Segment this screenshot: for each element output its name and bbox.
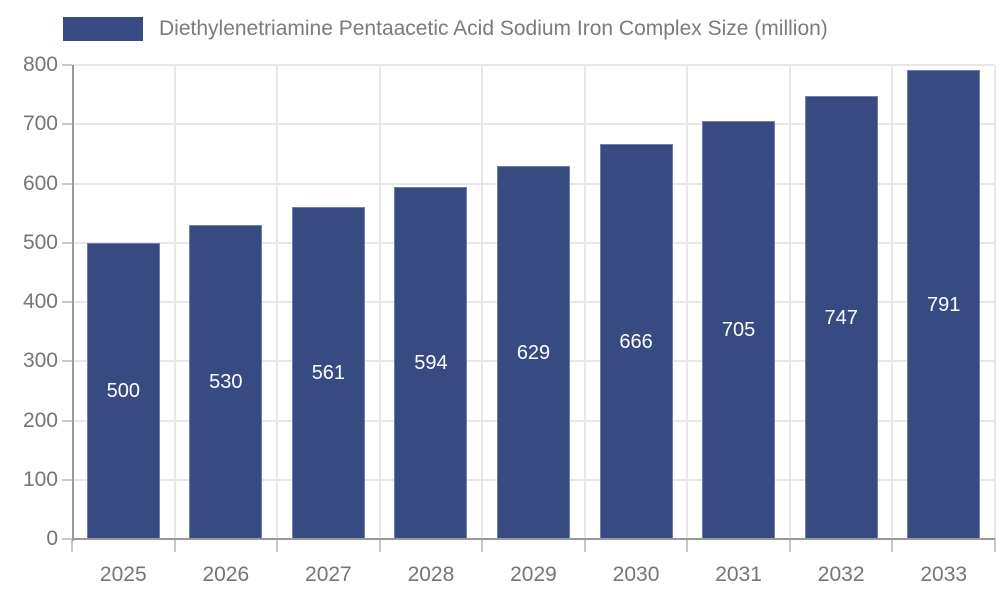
x-axis-tick — [686, 539, 689, 552]
y-tick-label: 600 — [22, 171, 58, 195]
x-tick-label: 2031 — [715, 563, 762, 586]
y-axis-tick — [62, 123, 72, 126]
x-axis-tick — [891, 539, 894, 552]
v-gridline — [378, 65, 381, 539]
chart-legend[interactable]: Diethylenetriamine Pentaacetic Acid Sodi… — [63, 13, 828, 45]
x-tick-label: 2032 — [817, 563, 865, 586]
x-axis-tick — [583, 539, 586, 552]
legend-swatch-icon — [63, 17, 143, 41]
x-axis-tick — [276, 539, 279, 552]
bar: 530 — [189, 224, 263, 539]
v-gridline — [173, 65, 176, 539]
y-axis-tick — [62, 301, 72, 303]
x-tick-label: 2029 — [510, 563, 557, 586]
bar-value-label: 791 — [927, 293, 961, 316]
bar: 791 — [907, 70, 981, 539]
x-axis-tick — [173, 539, 176, 552]
v-gridline — [994, 65, 996, 539]
y-axis-tick — [62, 478, 72, 481]
y-axis-line — [72, 65, 74, 541]
y-axis-tick — [62, 419, 72, 422]
y-tick-label: 100 — [22, 467, 58, 491]
x-axis-tick — [378, 539, 381, 552]
y-tick-label: 400 — [22, 290, 58, 313]
y-axis-tick — [62, 538, 72, 540]
bar-value-label: 561 — [311, 361, 346, 384]
x-axis-tick — [788, 539, 791, 552]
x-axis-tick — [71, 539, 73, 552]
y-tick-label: 800 — [22, 53, 58, 76]
bar-value-label: 629 — [516, 341, 551, 364]
bar: 629 — [497, 166, 570, 539]
v-gridline — [891, 65, 894, 539]
x-tick-label: 2030 — [612, 563, 660, 586]
y-axis-tick — [62, 182, 72, 185]
v-gridline — [276, 65, 279, 539]
x-tick-label: 2033 — [920, 563, 968, 586]
y-axis-tick — [62, 360, 72, 363]
bar: 594 — [394, 187, 468, 539]
bar-value-label: 705 — [721, 319, 756, 342]
y-tick-label: 300 — [22, 349, 58, 373]
y-axis-tick — [62, 64, 72, 66]
bar-value-label: 530 — [209, 370, 243, 393]
x-tick-label: 2025 — [99, 563, 147, 586]
bar: 500 — [86, 242, 160, 539]
bar: 747 — [804, 96, 878, 539]
x-tick-label: 2028 — [407, 563, 455, 586]
h-gridline — [72, 64, 995, 66]
x-axis-tick — [481, 539, 484, 552]
v-gridline — [583, 65, 586, 539]
legend-label: Diethylenetriamine Pentaacetic Acid Sodi… — [159, 17, 828, 40]
bar-value-label: 747 — [824, 306, 858, 329]
bar-value-label: 594 — [414, 352, 448, 375]
v-gridline — [686, 65, 689, 539]
bar: 666 — [599, 144, 673, 539]
y-tick-label: 200 — [22, 408, 58, 432]
bar-value-label: 500 — [106, 379, 140, 402]
h-gridline — [72, 123, 995, 126]
x-axis-line — [72, 538, 995, 540]
bar: 561 — [291, 206, 365, 539]
x-tick-label: 2027 — [305, 563, 352, 586]
y-tick-label: 500 — [22, 230, 58, 254]
bar: 705 — [702, 121, 776, 539]
x-axis-tick — [994, 539, 996, 552]
v-gridline — [788, 65, 791, 539]
x-tick-label: 2026 — [202, 563, 250, 586]
y-axis-tick — [62, 241, 72, 244]
y-tick-label: 700 — [22, 112, 58, 136]
bar-value-label: 666 — [619, 330, 653, 353]
y-tick-label: 0 — [46, 527, 58, 550]
v-gridline — [481, 65, 484, 539]
